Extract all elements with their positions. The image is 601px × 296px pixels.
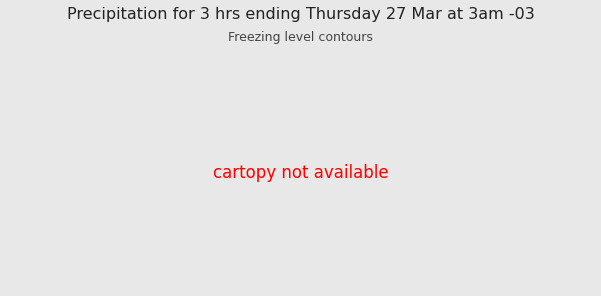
Text: Freezing level contours: Freezing level contours (228, 30, 373, 44)
Text: Precipitation for 3 hrs ending Thursday 27 Mar at 3am -03: Precipitation for 3 hrs ending Thursday … (67, 7, 534, 22)
Text: cartopy not available: cartopy not available (213, 164, 388, 182)
